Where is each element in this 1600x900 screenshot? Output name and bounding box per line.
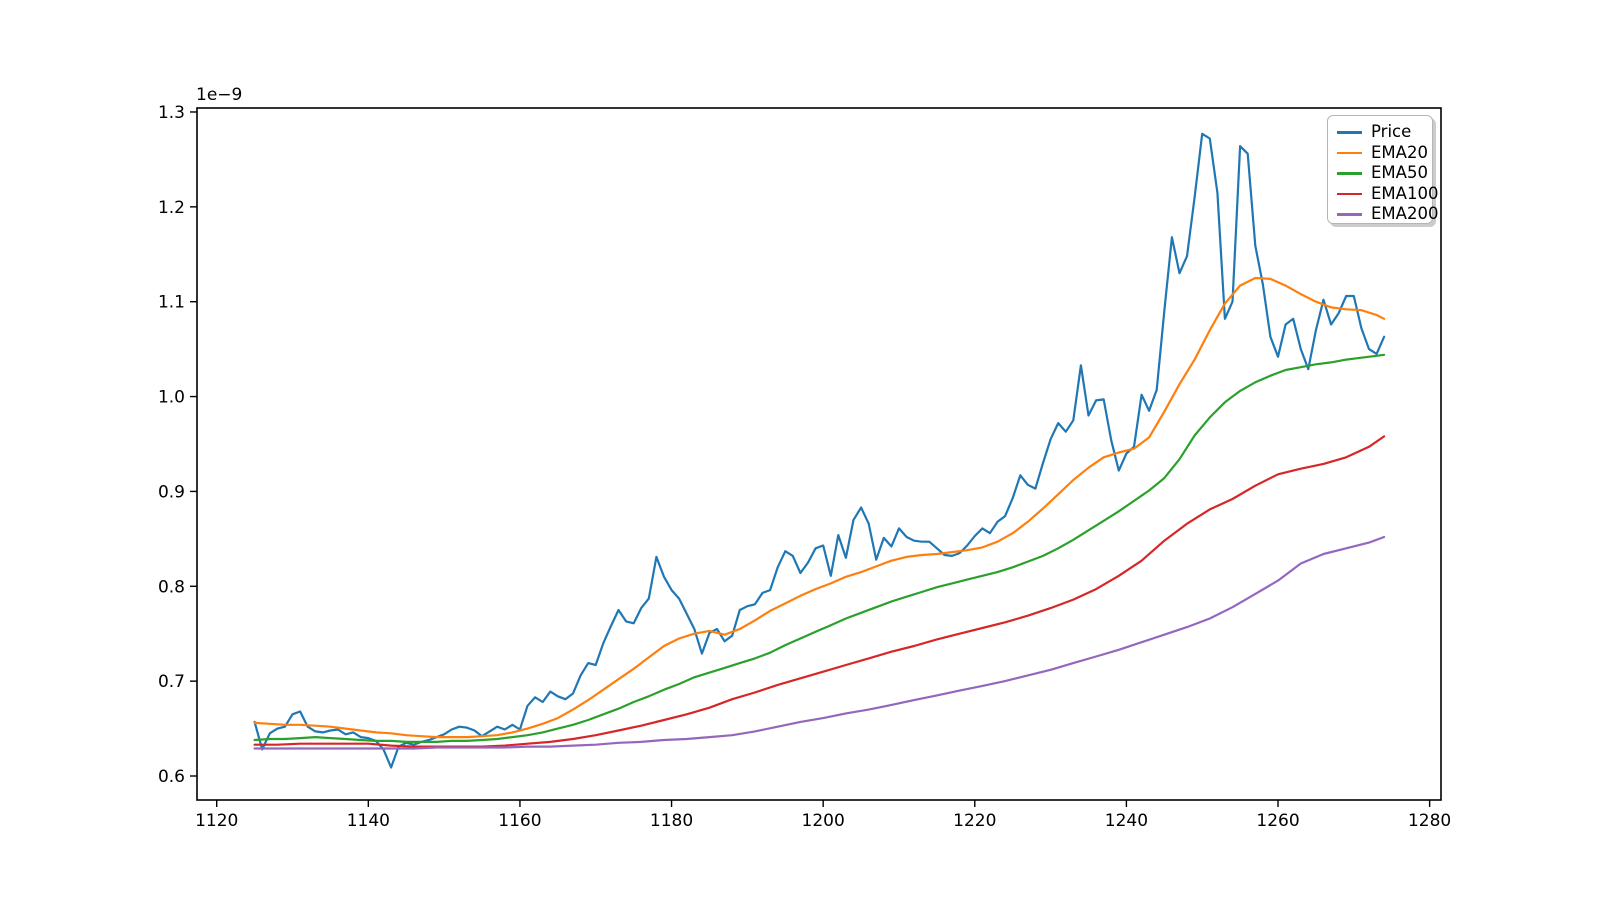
x-tick-label: 1140 <box>347 811 390 831</box>
legend-label: EMA50 <box>1371 163 1428 183</box>
series-line-ema50 <box>253 353 1386 744</box>
y-tick-label: 0.7 <box>158 672 185 692</box>
legend: Price EMA20 EMA50 EMA100 EMA200 <box>1327 115 1438 225</box>
y-tick-label: 0.9 <box>158 482 185 502</box>
series-line-ema20 <box>253 276 1386 739</box>
x-tick-label: 1280 <box>1408 811 1451 831</box>
legend-item-ema50: EMA50 <box>1337 163 1432 184</box>
series-line-ema200 <box>253 535 1386 750</box>
series-line-price <box>253 132 1386 769</box>
legend-item-ema20: EMA20 <box>1337 143 1432 164</box>
y-axis-offset-label: 1e−9 <box>196 85 243 105</box>
x-tick-label: 1240 <box>1105 811 1148 831</box>
legend-item-ema200: EMA200 <box>1337 204 1438 225</box>
axes-spines <box>196 107 1442 801</box>
y-tick-label: 1.0 <box>158 388 185 408</box>
y-tick-label: 1.3 <box>158 103 185 123</box>
legend-label: Price <box>1371 122 1412 142</box>
legend-line-swatch <box>1337 172 1362 175</box>
legend-line-swatch <box>1337 131 1362 134</box>
x-tick-label: 1200 <box>802 811 845 831</box>
legend-label: EMA20 <box>1371 142 1428 162</box>
legend-item-price: Price <box>1337 122 1432 143</box>
series-line-ema100 <box>253 435 1386 748</box>
y-tick-label: 0.8 <box>158 577 185 597</box>
legend-label: EMA200 <box>1371 204 1439 224</box>
y-tick-label: 0.6 <box>158 767 185 787</box>
legend-item-ema100: EMA100 <box>1337 184 1438 205</box>
x-tick-label: 1180 <box>650 811 693 831</box>
legend-line-swatch <box>1337 213 1362 216</box>
x-tick-label: 1220 <box>953 811 996 831</box>
legend-line-swatch <box>1337 151 1362 155</box>
x-tick-label: 1120 <box>195 811 238 831</box>
legend-label: EMA100 <box>1371 183 1439 203</box>
y-tick-label: 1.1 <box>158 293 185 313</box>
y-tick-label: 1.2 <box>158 198 185 218</box>
x-tick-label: 1160 <box>498 811 541 831</box>
x-tick-label: 1260 <box>1256 811 1299 831</box>
legend-line-swatch <box>1337 192 1362 196</box>
